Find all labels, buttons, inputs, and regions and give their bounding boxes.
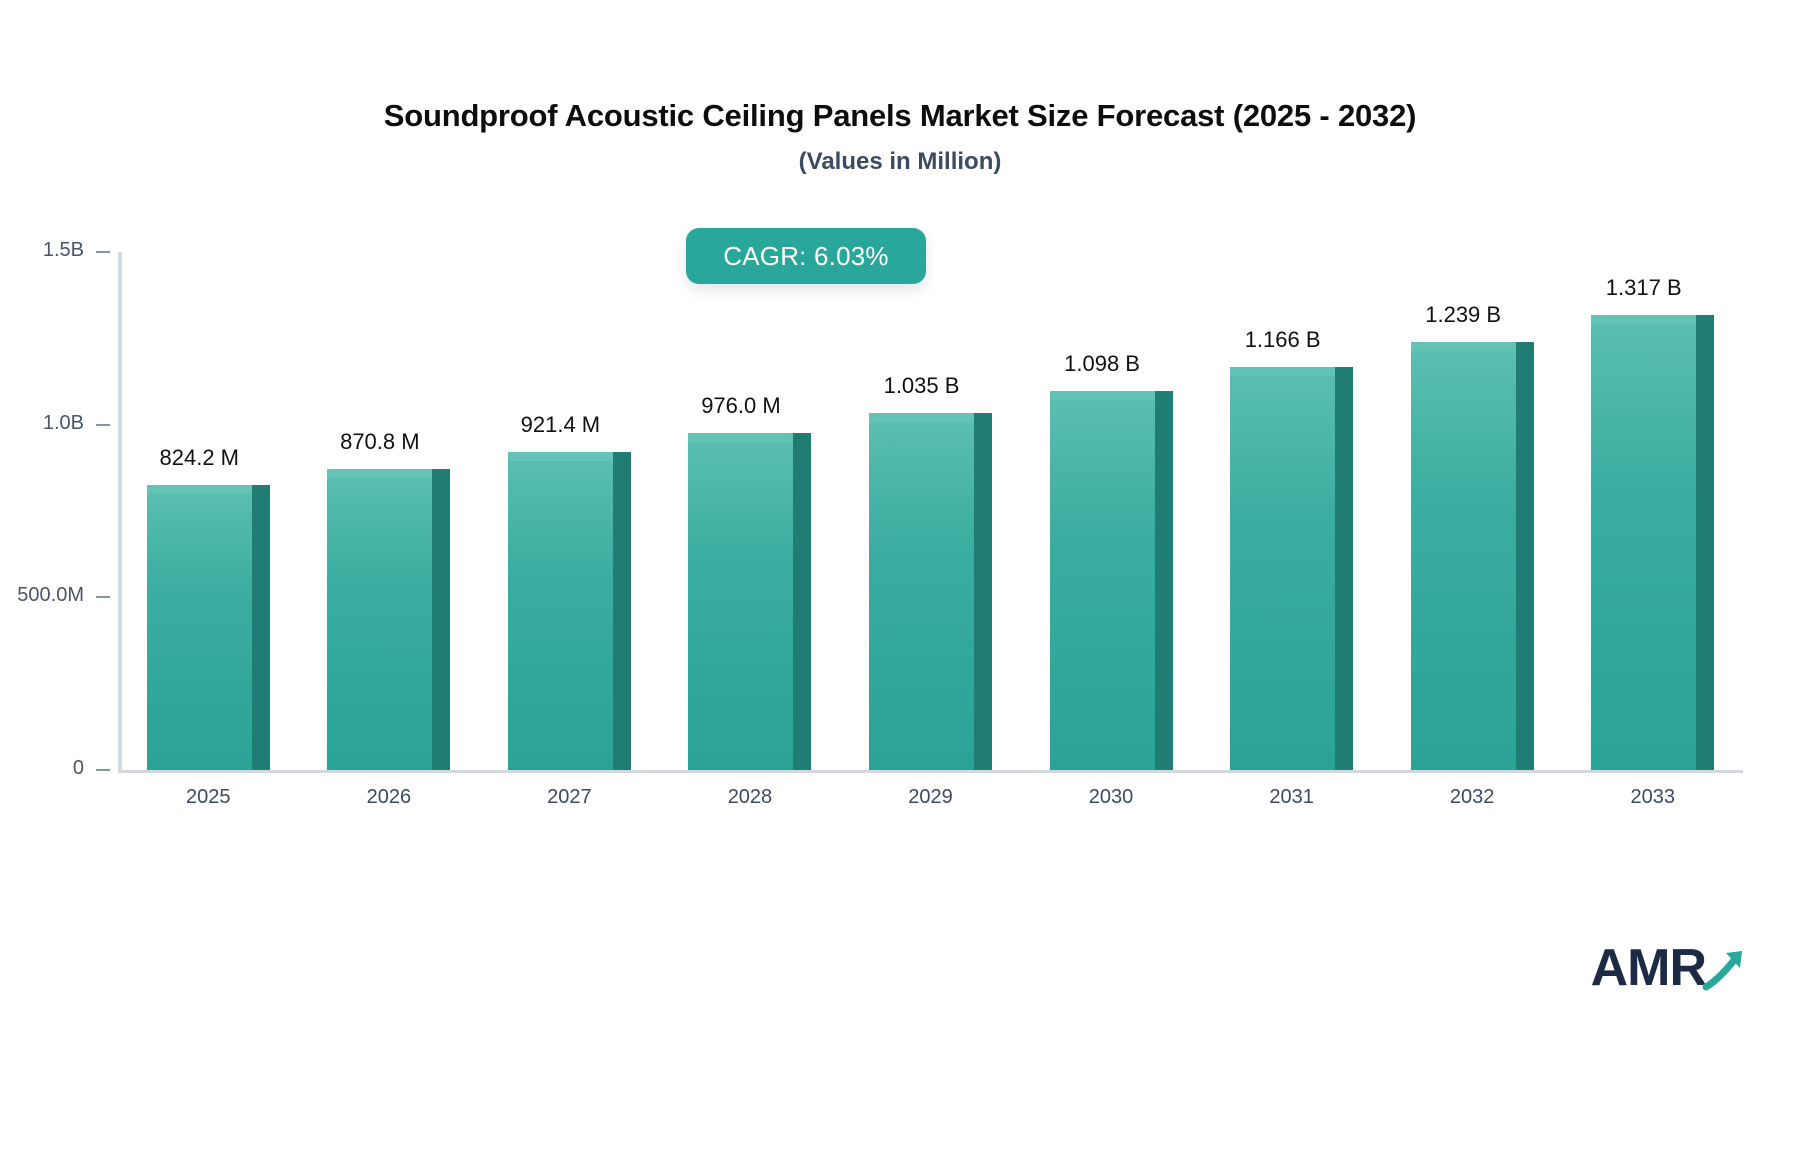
bar-value-label: 824.2 M — [159, 445, 240, 471]
x-tick-label-2026: 2026 — [366, 786, 412, 808]
bar-top-face — [146, 485, 252, 495]
bar-top-face — [1049, 390, 1155, 400]
x-tick-label-2031: 2031 — [1269, 786, 1314, 808]
x-tick-label-2033: 2033 — [1630, 786, 1675, 808]
x-axis-line — [118, 770, 1743, 773]
bar-side-face — [251, 485, 270, 770]
y-axis-line — [118, 252, 122, 770]
amr-logo: AMR — [1591, 938, 1748, 998]
cagr-badge: CAGR: 6.03% — [686, 228, 926, 284]
bar-2026: 870.8 M — [327, 429, 451, 770]
y-tick-mark — [96, 423, 110, 426]
bar-value-label: 1.166 B — [1244, 327, 1321, 353]
x-tick-label-2029: 2029 — [908, 786, 953, 808]
bar-top-face — [507, 451, 613, 461]
bar-value-label: 921.4 M — [520, 411, 601, 437]
bar-top-face — [327, 469, 433, 479]
bar-top-face — [1410, 342, 1516, 352]
bar-top-face — [1230, 367, 1336, 377]
x-tick-label-2027: 2027 — [547, 786, 592, 808]
bar-2028: 976.0 M — [688, 393, 812, 770]
y-tick-label: 1.0B — [42, 411, 84, 434]
bar-value-label: 1.035 B — [883, 372, 960, 398]
logo-wordmark: AMR — [1590, 939, 1707, 997]
bar-top-face — [688, 432, 794, 442]
bar-front-face — [1230, 367, 1336, 770]
trend-up-arrow-icon — [1702, 947, 1748, 993]
bar-side-face — [612, 451, 631, 770]
bar-side-face — [1154, 390, 1173, 770]
bar-front-face — [1591, 315, 1697, 770]
bar-side-face — [1335, 367, 1354, 770]
bar-value-label: 870.8 M — [340, 429, 420, 455]
bar-front-face — [327, 469, 433, 770]
bar-side-face — [974, 412, 992, 770]
bar-2031: 1.166 B — [1230, 327, 1354, 770]
bar-front-face — [688, 432, 794, 770]
y-tick-label: 1.5B — [42, 239, 84, 261]
bar-side-face — [1515, 342, 1534, 770]
bar-top-face — [1591, 315, 1697, 325]
bar-2027: 921.4 M — [507, 412, 631, 770]
bar-side-face — [1696, 315, 1715, 770]
bar-top-face — [869, 412, 974, 422]
x-tick-label-2028: 2028 — [727, 786, 773, 808]
bar-front-face — [146, 485, 252, 770]
bar-value-label: 1.239 B — [1425, 302, 1502, 328]
chart-subtitle: (Values in Million) — [798, 148, 1002, 175]
bar-2025: 824.2 M — [146, 445, 270, 770]
bar-front-face — [1049, 390, 1155, 770]
chart-title: Soundproof Acoustic Ceiling Panels Marke… — [383, 98, 1417, 133]
bar-2030: 1.098 B — [1049, 351, 1173, 770]
y-tick-mark — [96, 596, 110, 599]
x-tick-label-2025: 2025 — [186, 786, 231, 808]
bar-value-label: 1.317 B — [1605, 275, 1682, 301]
y-tick-label: 0 — [72, 757, 84, 779]
bar-2032: 1.239 B — [1410, 302, 1534, 770]
bar-value-label: 976.0 M — [701, 392, 781, 418]
x-tick-label-2032: 2032 — [1449, 786, 1495, 808]
bar-2033: 1.317 B — [1591, 275, 1715, 770]
bar-front-face — [869, 412, 974, 770]
bar-front-face — [507, 451, 613, 770]
bar-2029: 1.035 B — [869, 373, 992, 770]
y-tick-label: 500.0M — [17, 584, 84, 607]
bars-layer: 824.2 M 870.8 M 921.4 M 976.0 M 1.035 B 1.098… — [118, 252, 1743, 770]
bar-side-face — [793, 432, 812, 770]
x-tick-label-2030: 2030 — [1088, 786, 1134, 808]
bar-value-label: 1.098 B — [1064, 350, 1140, 376]
bar-front-face — [1410, 342, 1516, 770]
bar-side-face — [432, 469, 451, 770]
y-tick-mark — [96, 251, 110, 253]
y-tick-mark — [96, 769, 110, 771]
